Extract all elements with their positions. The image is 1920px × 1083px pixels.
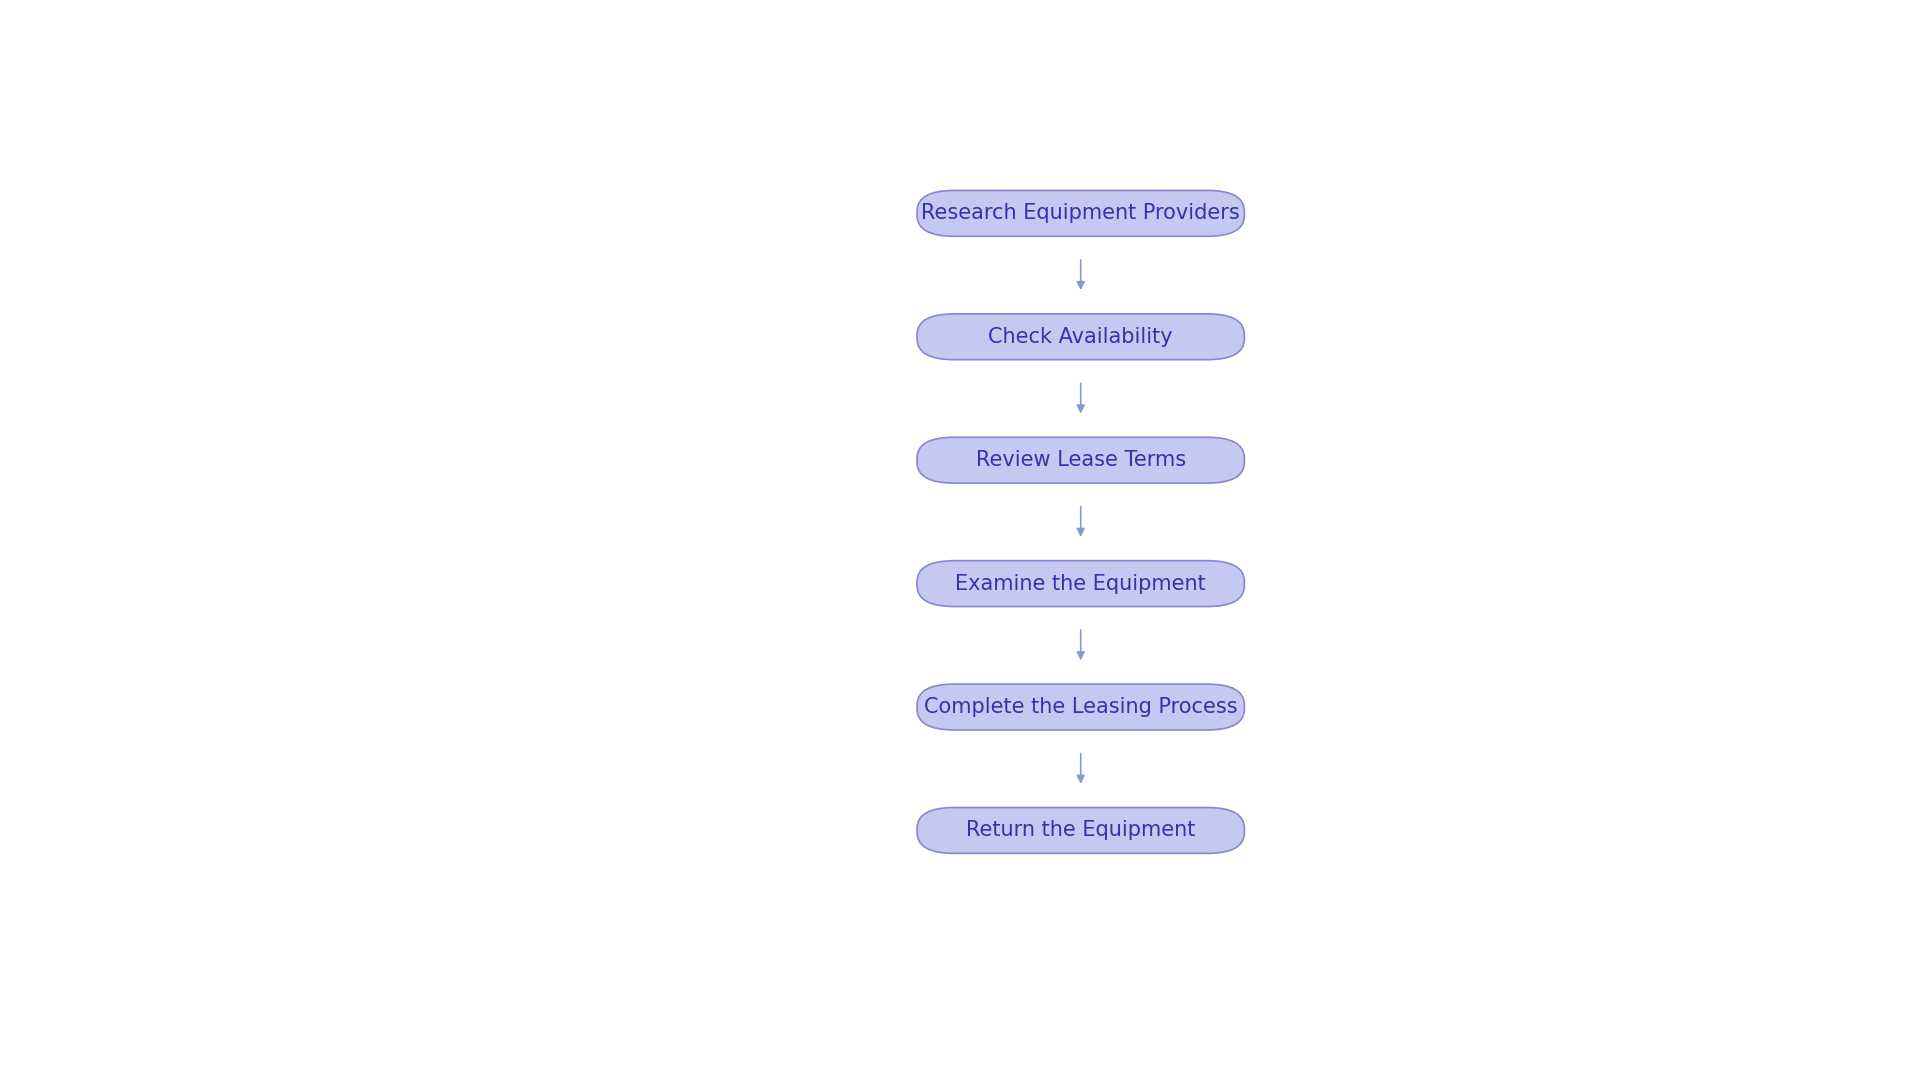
FancyBboxPatch shape (918, 808, 1244, 853)
FancyBboxPatch shape (918, 438, 1244, 483)
FancyBboxPatch shape (918, 191, 1244, 236)
Text: Review Lease Terms: Review Lease Terms (975, 451, 1187, 470)
FancyBboxPatch shape (918, 561, 1244, 606)
Text: Examine the Equipment: Examine the Equipment (956, 574, 1206, 593)
Text: Return the Equipment: Return the Equipment (966, 821, 1196, 840)
Text: Complete the Leasing Process: Complete the Leasing Process (924, 697, 1238, 717)
Text: Check Availability: Check Availability (989, 327, 1173, 347)
Text: Research Equipment Providers: Research Equipment Providers (922, 204, 1240, 223)
FancyBboxPatch shape (918, 314, 1244, 360)
FancyBboxPatch shape (918, 684, 1244, 730)
